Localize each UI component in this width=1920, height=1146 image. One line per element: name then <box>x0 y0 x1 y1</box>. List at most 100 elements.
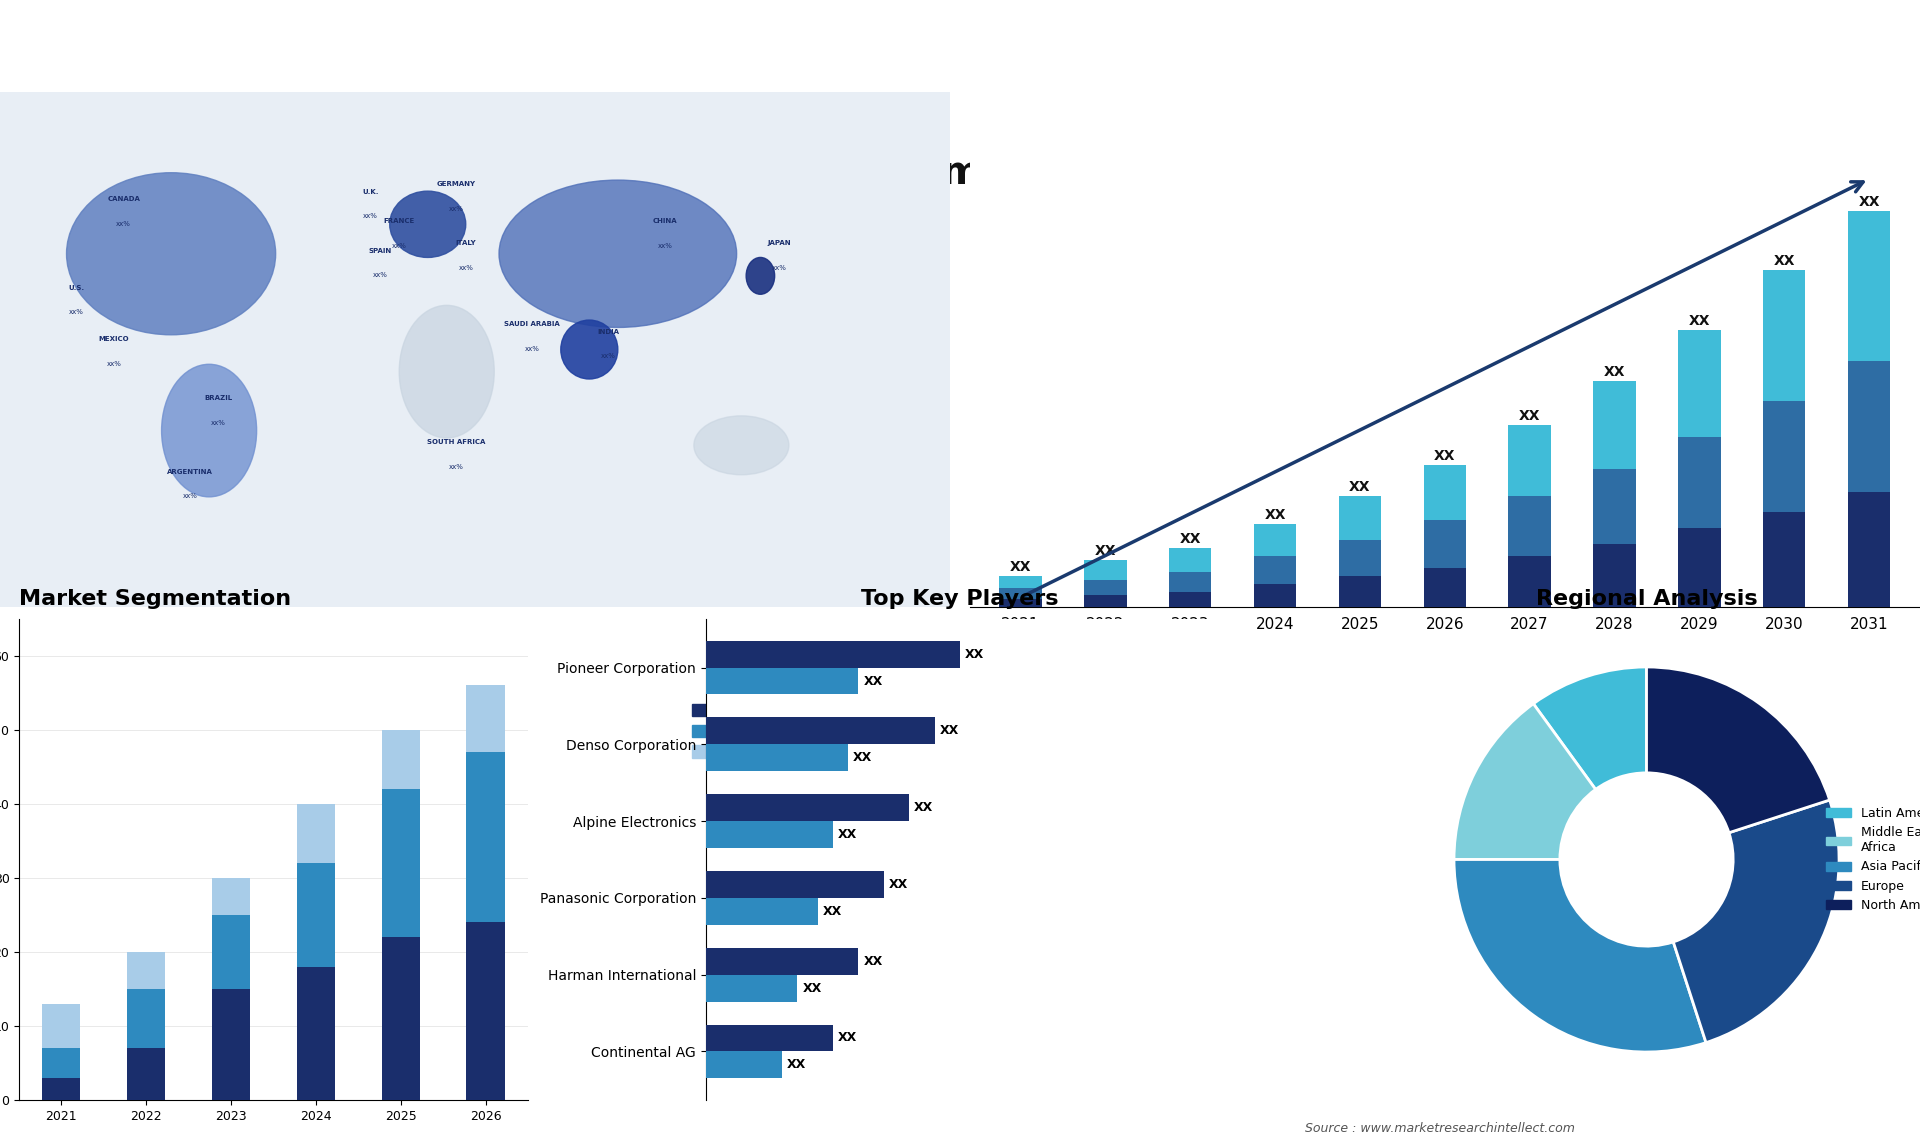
Text: XX: XX <box>1010 559 1031 574</box>
Legend: Application, Product, Geography: Application, Product, Geography <box>687 698 801 766</box>
Text: xx%: xx% <box>449 206 463 212</box>
Bar <box>1509 556 1551 607</box>
Bar <box>1763 512 1805 607</box>
Text: XX: XX <box>837 829 856 841</box>
Bar <box>1338 496 1380 540</box>
Wedge shape <box>1647 667 1830 833</box>
Text: xx%: xx% <box>115 220 131 227</box>
Text: XX: XX <box>1519 409 1540 423</box>
Ellipse shape <box>499 180 737 328</box>
Bar <box>1594 544 1636 607</box>
Bar <box>42 1004 81 1049</box>
Text: XX: XX <box>914 801 933 814</box>
Bar <box>707 1051 781 1078</box>
Bar <box>42 1078 81 1100</box>
Text: ARGENTINA: ARGENTINA <box>167 469 213 474</box>
Text: XX: XX <box>939 724 958 737</box>
Text: XX: XX <box>1350 480 1371 494</box>
Text: XX: XX <box>803 982 822 995</box>
Text: xx%: xx% <box>392 243 407 249</box>
Text: Automotive Infotainment Systems Market Size and Scope: Automotive Infotainment Systems Market S… <box>255 154 1517 191</box>
Text: XX: XX <box>966 647 985 660</box>
Title: Regional Analysis: Regional Analysis <box>1536 589 1757 609</box>
Text: U.K.: U.K. <box>363 189 378 195</box>
Bar <box>1085 580 1127 596</box>
Text: XX: XX <box>837 1031 856 1044</box>
Text: xx%: xx% <box>601 353 616 359</box>
Bar <box>707 948 858 974</box>
Text: xx%: xx% <box>108 361 121 367</box>
Bar <box>1509 425 1551 496</box>
Ellipse shape <box>67 173 276 335</box>
Bar <box>707 668 858 694</box>
Bar <box>467 923 505 1100</box>
Text: XX: XX <box>852 752 872 764</box>
Bar <box>298 804 334 863</box>
Bar <box>1338 575 1380 607</box>
Wedge shape <box>1674 800 1839 1043</box>
Bar <box>1509 496 1551 556</box>
Title: Top Key Players: Top Key Players <box>862 589 1058 609</box>
Text: BRAZIL: BRAZIL <box>205 395 232 401</box>
Text: JAPAN: JAPAN <box>768 241 791 246</box>
Text: xx%: xx% <box>659 243 672 249</box>
Text: INDIA: INDIA <box>597 329 620 335</box>
Ellipse shape <box>399 305 493 438</box>
Text: Source : www.marketresearchintellect.com: Source : www.marketresearchintellect.com <box>1306 1122 1574 1135</box>
Text: xx%: xx% <box>363 213 378 219</box>
Text: SAUDI ARABIA: SAUDI ARABIA <box>505 321 561 328</box>
Bar <box>1847 493 1891 607</box>
Text: XX: XX <box>1688 314 1711 328</box>
Text: Market Segmentation: Market Segmentation <box>19 589 292 609</box>
Text: XX: XX <box>889 878 908 890</box>
Text: ITALY: ITALY <box>455 241 476 246</box>
Text: XX: XX <box>1263 508 1286 523</box>
Bar <box>127 952 165 989</box>
Bar <box>1085 596 1127 607</box>
Text: xx%: xx% <box>772 265 787 270</box>
Bar <box>1254 524 1296 556</box>
Bar <box>211 989 250 1100</box>
Bar <box>382 937 420 1100</box>
Text: XX: XX <box>1859 195 1880 209</box>
Bar <box>1423 464 1467 520</box>
Bar <box>1254 556 1296 583</box>
Text: XX: XX <box>1094 544 1116 558</box>
Bar <box>998 588 1043 599</box>
Bar <box>1423 567 1467 607</box>
Bar <box>707 822 833 848</box>
Text: MARKET
RESEARCH
INTELLECT: MARKET RESEARCH INTELLECT <box>1599 150 1684 196</box>
Bar <box>1678 330 1720 437</box>
Bar <box>707 1025 833 1051</box>
Bar <box>211 915 250 989</box>
Legend: Latin America, Middle East &
Africa, Asia Pacific, Europe, North America: Latin America, Middle East & Africa, Asi… <box>1822 802 1920 917</box>
Text: U.S.: U.S. <box>67 284 84 291</box>
Bar <box>382 790 420 937</box>
Text: xx%: xx% <box>524 346 540 352</box>
Text: XX: XX <box>787 1059 806 1072</box>
Bar <box>707 745 849 771</box>
Bar <box>1085 559 1127 580</box>
Text: FRANCE: FRANCE <box>384 218 415 225</box>
Bar <box>707 871 883 897</box>
Text: CHINA: CHINA <box>653 218 678 225</box>
FancyBboxPatch shape <box>0 92 950 607</box>
Wedge shape <box>1453 704 1596 860</box>
Bar <box>998 575 1043 588</box>
Bar <box>707 897 818 925</box>
Bar <box>707 641 960 668</box>
Bar <box>1169 548 1212 572</box>
Text: xx%: xx% <box>459 265 472 270</box>
Bar <box>1763 270 1805 401</box>
Bar <box>1169 572 1212 591</box>
Bar <box>707 974 797 1002</box>
Bar <box>382 730 420 790</box>
Text: xx%: xx% <box>372 273 388 278</box>
Text: xx%: xx% <box>69 309 83 315</box>
Wedge shape <box>1534 667 1647 790</box>
Bar <box>707 717 935 745</box>
Bar <box>127 989 165 1049</box>
Bar <box>298 863 334 967</box>
Bar <box>998 599 1043 607</box>
Text: CANADA: CANADA <box>108 196 140 202</box>
